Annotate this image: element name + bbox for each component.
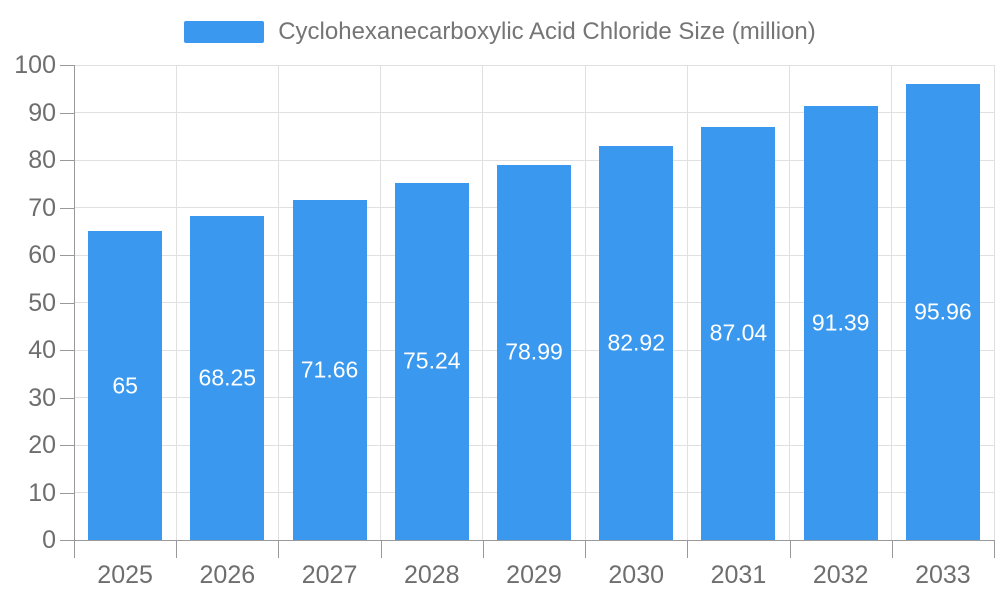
bar-value-label: 71.66 xyxy=(300,356,359,383)
gridline-vertical xyxy=(482,65,484,540)
bar[interactable]: 87.04 xyxy=(701,126,776,540)
x-axis-label: 2029 xyxy=(506,561,562,589)
gridline-vertical xyxy=(584,65,586,540)
y-axis-tick xyxy=(60,112,74,114)
x-axis-tick xyxy=(585,540,587,558)
y-axis-line xyxy=(74,65,75,558)
y-axis-tick xyxy=(60,350,74,351)
bar-value-label: 78.99 xyxy=(505,338,563,365)
x-axis-tick xyxy=(176,540,178,558)
y-axis-label: 40 xyxy=(28,336,56,364)
y-axis-tick xyxy=(60,302,74,304)
y-axis-label: 70 xyxy=(28,193,56,222)
bar[interactable]: 91.39 xyxy=(803,105,878,540)
y-axis-tick xyxy=(60,397,74,399)
gridline-horizontal xyxy=(74,64,994,66)
gridline-vertical xyxy=(789,65,791,540)
x-axis-tick xyxy=(891,540,893,558)
legend-label: Cyclohexanecarboxylic Acid Chloride Size… xyxy=(278,18,816,45)
y-axis-tick xyxy=(60,160,74,161)
bar-value-label: 91.39 xyxy=(811,309,870,336)
legend-swatch-icon xyxy=(184,21,265,43)
x-axis-label: 2032 xyxy=(812,561,869,589)
y-axis-tick xyxy=(60,207,74,209)
y-axis-label: 90 xyxy=(28,98,56,127)
bar[interactable]: 95.96 xyxy=(905,84,980,540)
y-axis-tick xyxy=(60,65,74,66)
y-axis-label: 80 xyxy=(28,146,56,174)
x-axis-tick xyxy=(789,540,791,558)
y-axis-tick xyxy=(60,540,74,541)
x-axis-tick xyxy=(687,540,689,558)
bar[interactable]: 68.25 xyxy=(190,215,265,540)
gridline-vertical xyxy=(380,65,382,540)
gridline-vertical xyxy=(686,65,688,540)
gridline-vertical xyxy=(277,65,279,540)
x-axis-label: 2025 xyxy=(97,561,153,589)
x-axis-tick xyxy=(278,540,280,558)
x-axis-tick xyxy=(482,540,484,558)
x-axis-label: 2027 xyxy=(301,561,358,589)
gridline-horizontal xyxy=(74,159,994,161)
x-axis-label: 2030 xyxy=(608,561,665,589)
bar[interactable]: 65 xyxy=(88,231,163,540)
y-axis-label: 30 xyxy=(28,383,56,412)
x-axis-line xyxy=(60,540,994,541)
y-axis-tick xyxy=(60,492,74,494)
y-axis-label: 60 xyxy=(28,241,56,269)
x-axis-label: 2028 xyxy=(403,561,460,589)
x-axis-tick xyxy=(994,540,995,558)
gridline-vertical xyxy=(993,65,995,540)
bar-value-label: 65 xyxy=(112,372,138,399)
bar-value-label: 68.25 xyxy=(198,364,257,391)
x-axis-label: 2031 xyxy=(710,561,767,589)
x-axis-tick xyxy=(380,540,382,558)
y-axis-label: 20 xyxy=(28,431,56,459)
y-axis-label: 50 xyxy=(28,288,56,317)
y-axis-tick xyxy=(60,445,74,446)
y-axis-tick xyxy=(60,255,74,256)
gridline-horizontal xyxy=(74,112,994,113)
y-axis-label: 100 xyxy=(14,51,56,79)
bar[interactable]: 75.24 xyxy=(394,182,469,540)
bar[interactable]: 78.99 xyxy=(497,164,571,540)
bar-value-label: 75.24 xyxy=(402,347,461,374)
bar[interactable]: 82.92 xyxy=(599,146,674,540)
y-axis-label: 0 xyxy=(42,526,56,554)
bar-value-label: 87.04 xyxy=(709,319,768,346)
bar-value-label: 95.96 xyxy=(914,298,972,325)
y-axis-label: 10 xyxy=(28,478,56,507)
x-axis-label: 2033 xyxy=(915,561,971,589)
legend-item[interactable]: Cyclohexanecarboxylic Acid Chloride Size… xyxy=(0,17,1000,47)
bar[interactable]: 71.66 xyxy=(292,199,367,540)
x-axis-label: 2026 xyxy=(199,561,256,589)
bar-value-label: 82.92 xyxy=(607,329,665,356)
gridline-vertical xyxy=(175,65,177,540)
gridline-vertical xyxy=(891,65,893,540)
plot-area: 65 68.25 71.66 75.24 78.99 82.92 87.04 91.39 95.… xyxy=(74,64,995,540)
